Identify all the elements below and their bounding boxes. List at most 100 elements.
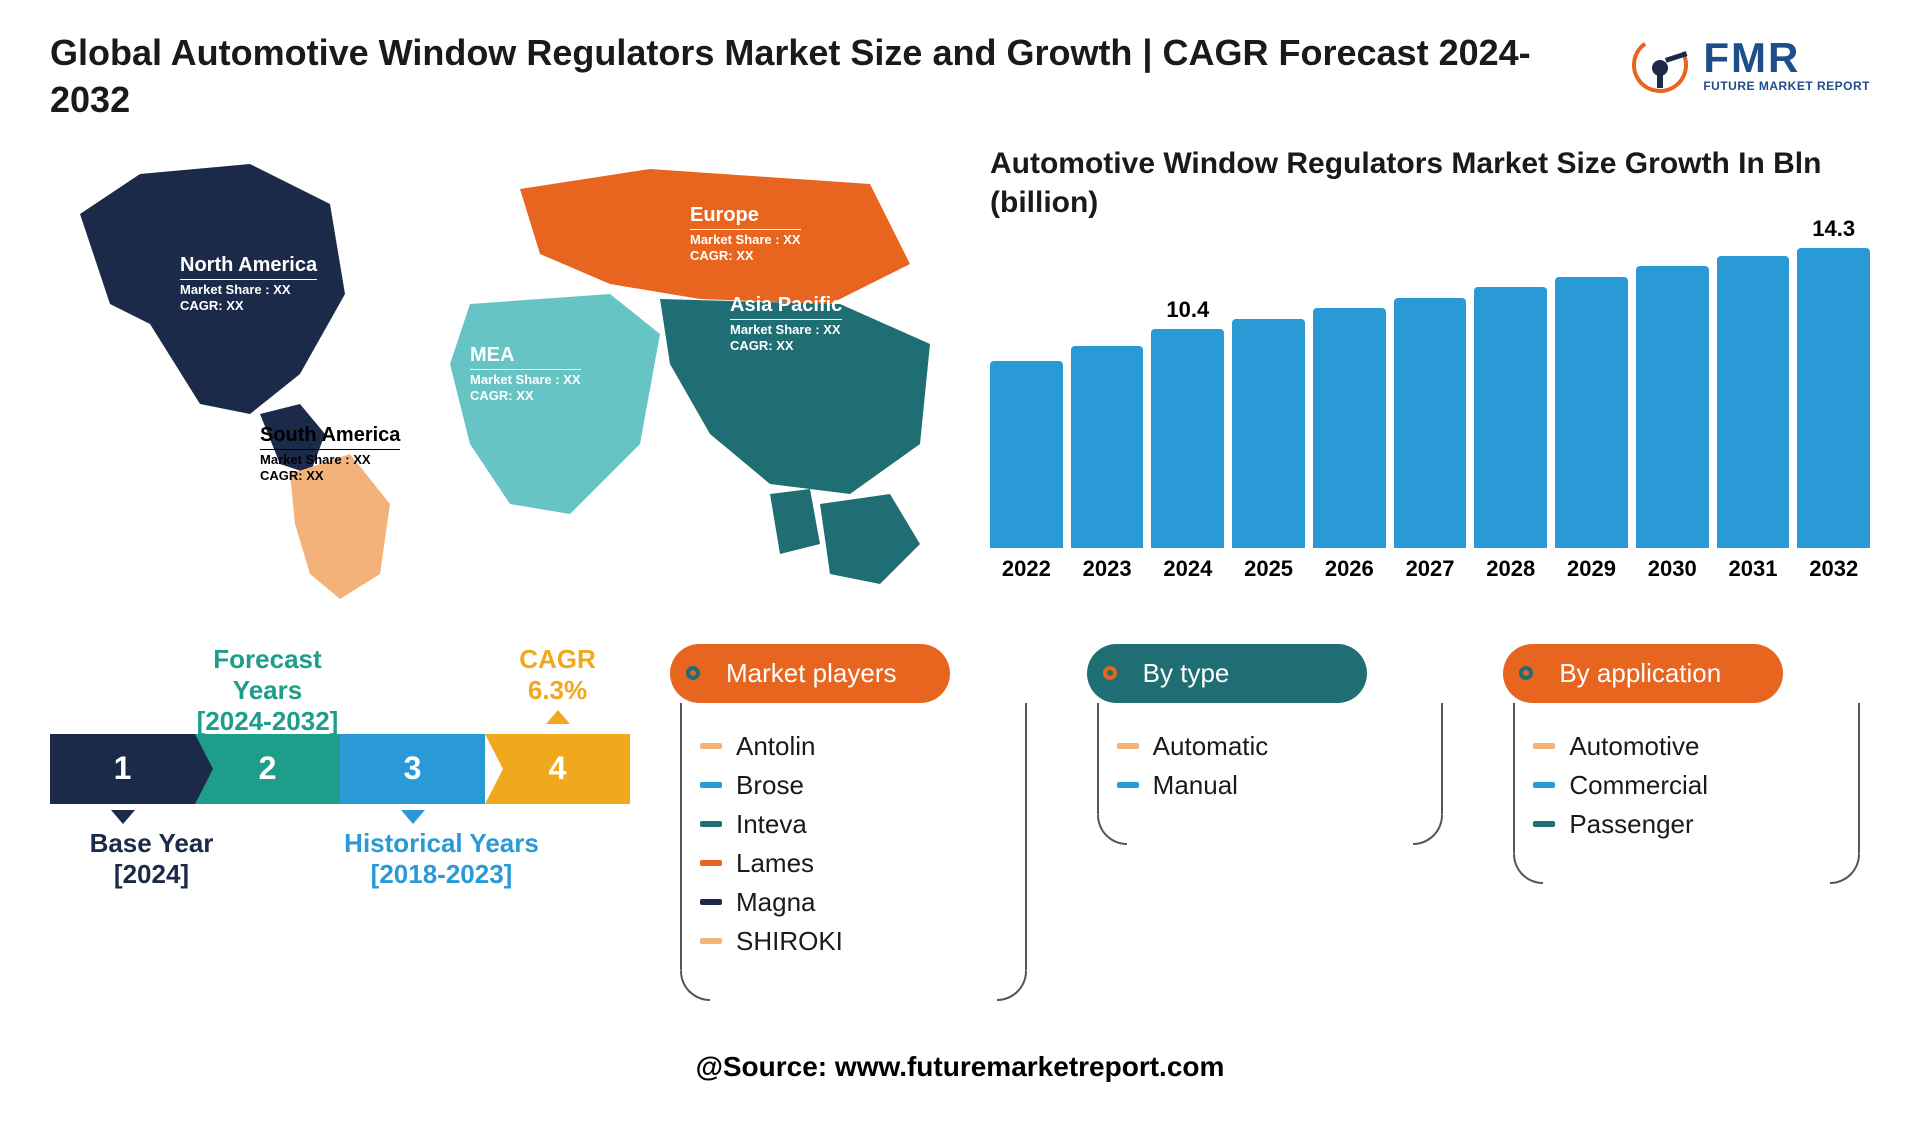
bar-2029: 2029 xyxy=(1555,245,1628,582)
pill-header: Market players xyxy=(670,644,950,703)
pill-market-players: Market players Antolin Brose Inteva Lames Mag… xyxy=(670,644,1037,1001)
top-section: North AmericaMarket Share : XXCAGR: XX So… xyxy=(50,144,1870,604)
bar-2024: 10.4 2024 xyxy=(1151,297,1224,581)
item-label: Brose xyxy=(736,770,804,801)
tick-icon xyxy=(700,899,722,905)
bar-label: 2027 xyxy=(1406,556,1455,582)
pill-dot-icon xyxy=(686,666,700,680)
timeline-seg-3: 3 xyxy=(340,734,485,804)
bar-2023: 2023 xyxy=(1071,314,1144,581)
list-item: Brose xyxy=(700,766,1007,805)
bar-value: 10.4 xyxy=(1166,297,1209,323)
bar-rect xyxy=(990,361,1063,548)
barchart-title: Automotive Window Regulators Market Size… xyxy=(990,144,1870,222)
bar-label: 2032 xyxy=(1809,556,1858,582)
logo-sub: FUTURE MARKET REPORT xyxy=(1703,79,1870,93)
item-label: Antolin xyxy=(736,731,816,762)
timeline-label-bottom: Base Year[2024] xyxy=(50,810,253,890)
item-label: Commercial xyxy=(1569,770,1708,801)
pill-list: Automatic Manual xyxy=(1087,703,1454,845)
bottom-section: Forecast Years[2024-2032]CAGR6.3% 1.tl-b… xyxy=(50,644,1870,1001)
pill-by-application: By application Automotive Commercial Passen… xyxy=(1503,644,1870,1001)
tick-icon xyxy=(1117,782,1139,788)
tick-icon xyxy=(1533,743,1555,749)
item-label: Magna xyxy=(736,887,816,918)
bar-rect xyxy=(1394,298,1467,548)
list-item: Lames xyxy=(700,844,1007,883)
pill-title: By application xyxy=(1559,658,1721,689)
page-title: Global Automotive Window Regulators Mark… xyxy=(50,30,1550,124)
logo: FMR FUTURE MARKET REPORT xyxy=(1625,30,1870,100)
bar-label: 2025 xyxy=(1244,556,1293,582)
bar-label: 2023 xyxy=(1083,556,1132,582)
bar-rect xyxy=(1151,329,1224,547)
tick-icon xyxy=(700,782,722,788)
source: @Source: www.futuremarketreport.com xyxy=(50,1051,1870,1083)
tick-icon xyxy=(700,821,722,827)
timeline-label-top: CAGR6.3% xyxy=(485,644,630,724)
timeline-label-bottom: Historical Years[2018-2023] xyxy=(340,810,543,890)
world-map: North AmericaMarket Share : XXCAGR: XX So… xyxy=(50,144,950,604)
bar-rect xyxy=(1474,287,1547,547)
bar-2026: 2026 xyxy=(1313,276,1386,581)
bar-rect xyxy=(1555,277,1628,548)
tick-icon xyxy=(1533,821,1555,827)
bar-label: 2026 xyxy=(1325,556,1374,582)
list-item: Automotive xyxy=(1533,727,1840,766)
list-item: Antolin xyxy=(700,727,1007,766)
tick-icon xyxy=(1533,782,1555,788)
pill-header: By application xyxy=(1503,644,1783,703)
bar-2028: 2028 xyxy=(1474,255,1547,581)
bar-label: 2031 xyxy=(1729,556,1778,582)
bar-rect xyxy=(1232,319,1305,548)
pill-by-type: By type Automatic Manual xyxy=(1087,644,1454,1001)
list-item: Manual xyxy=(1117,766,1424,805)
pill-list: Antolin Brose Inteva Lames Magna SHIROKI xyxy=(670,703,1037,1001)
list-item: Commercial xyxy=(1533,766,1840,805)
barchart: Automotive Window Regulators Market Size… xyxy=(990,144,1870,604)
bar-2022: 2022 xyxy=(990,329,1063,582)
timeline: Forecast Years[2024-2032]CAGR6.3% 1.tl-b… xyxy=(50,644,630,920)
item-label: Lames xyxy=(736,848,814,879)
tick-icon xyxy=(700,938,722,944)
bar-label: 2024 xyxy=(1163,556,1212,582)
item-label: SHIROKI xyxy=(736,926,843,957)
bar-label: 2029 xyxy=(1567,556,1616,582)
pill-dot-icon xyxy=(1519,666,1533,680)
bar-rect xyxy=(1636,266,1709,547)
bar-rect xyxy=(1797,248,1870,548)
region-north-america: North AmericaMarket Share : XXCAGR: XX xyxy=(180,254,317,316)
region-asia-pacific: Asia PacificMarket Share : XXCAGR: XX xyxy=(730,294,842,356)
pill-title: By type xyxy=(1143,658,1230,689)
item-label: Manual xyxy=(1153,770,1238,801)
list-item: Passenger xyxy=(1533,805,1840,844)
timeline-bar: 1.tl-bar .tl-seg:nth-child(1)::after{bor… xyxy=(50,734,630,804)
bar-2027: 2027 xyxy=(1394,266,1467,582)
bar-rect xyxy=(1717,256,1790,548)
list-item: Magna xyxy=(700,883,1007,922)
item-label: Inteva xyxy=(736,809,807,840)
bar-label: 2030 xyxy=(1648,556,1697,582)
item-label: Passenger xyxy=(1569,809,1693,840)
header: Global Automotive Window Regulators Mark… xyxy=(50,30,1870,124)
item-label: Automatic xyxy=(1153,731,1269,762)
bar-2032: 14.3 2032 xyxy=(1797,216,1870,582)
bar-rect xyxy=(1313,308,1386,547)
region-south-america: South AmericaMarket Share : XXCAGR: XX xyxy=(260,424,400,486)
pill-header: By type xyxy=(1087,644,1367,703)
bar-2031: 2031 xyxy=(1717,224,1790,582)
logo-text: FMR FUTURE MARKET REPORT xyxy=(1703,37,1870,93)
logo-fmr: FMR xyxy=(1703,37,1870,79)
bar-label: 2028 xyxy=(1486,556,1535,582)
timeline-seg-4: 4 xyxy=(485,734,630,804)
pill-title: Market players xyxy=(726,658,897,689)
list-item: Automatic xyxy=(1117,727,1424,766)
list-item: Inteva xyxy=(700,805,1007,844)
item-label: Automotive xyxy=(1569,731,1699,762)
pill-dot-icon xyxy=(1103,666,1117,680)
list-item: SHIROKI xyxy=(700,922,1007,961)
bar-2025: 2025 xyxy=(1232,287,1305,582)
bar-value: 14.3 xyxy=(1812,216,1855,242)
region-mea: MEAMarket Share : XXCAGR: XX xyxy=(470,344,581,406)
tick-icon xyxy=(700,743,722,749)
